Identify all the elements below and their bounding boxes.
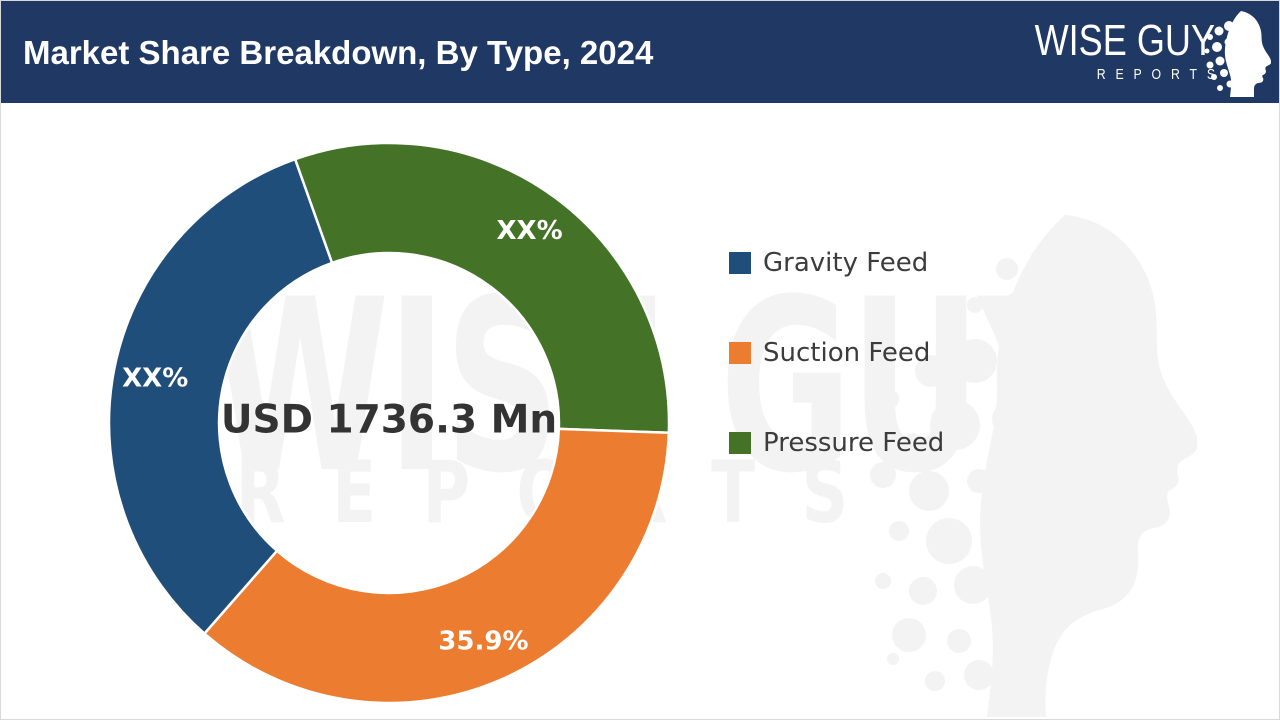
donut-segment-pressure-feed — [293, 141, 671, 435]
legend-swatch-gravity-feed — [729, 252, 751, 274]
legend-label-gravity-feed: Gravity Feed — [763, 248, 929, 278]
slice-label-pressure-feed: XX% — [497, 216, 563, 246]
brand-face-icon — [1204, 11, 1271, 97]
legend-item-gravity-feed: Gravity Feed — [729, 247, 944, 279]
brand-logo: WISE GUY REPORTS — [1027, 5, 1271, 99]
legend-label-pressure-feed: Pressure Feed — [763, 428, 945, 458]
legend-swatch-pressure-feed — [729, 432, 751, 454]
brand-subname: REPORTS — [1096, 66, 1225, 83]
header-bar: Market Share Breakdown, By Type, 2024 WI… — [1, 1, 1279, 103]
slice-label-suction-feed: 35.9% — [438, 627, 528, 657]
donut-center-value: USD 1736.3 Mn — [220, 397, 558, 443]
donut-chart: XX% 35.9% XX% — [89, 123, 689, 719]
chart-legend: Gravity Feed Suction Feed Pressure Feed — [729, 247, 944, 517]
legend-item-suction-feed: Suction Feed — [729, 337, 944, 369]
donut-segment-gravity-feed — [107, 157, 334, 635]
donut-segment-suction-feed — [203, 427, 671, 705]
brand-name: WISE GUY — [1034, 16, 1215, 65]
legend-swatch-suction-feed — [729, 342, 751, 364]
slice-label-gravity-feed: XX% — [122, 363, 188, 393]
legend-label-suction-feed: Suction Feed — [763, 338, 931, 368]
background-watermark-face — [870, 215, 1197, 717]
brand-logo-text: WISE GUY REPORTS — [1034, 16, 1215, 84]
legend-item-pressure-feed: Pressure Feed — [729, 427, 944, 459]
chart-title: Market Share Breakdown, By Type, 2024 — [23, 34, 654, 71]
